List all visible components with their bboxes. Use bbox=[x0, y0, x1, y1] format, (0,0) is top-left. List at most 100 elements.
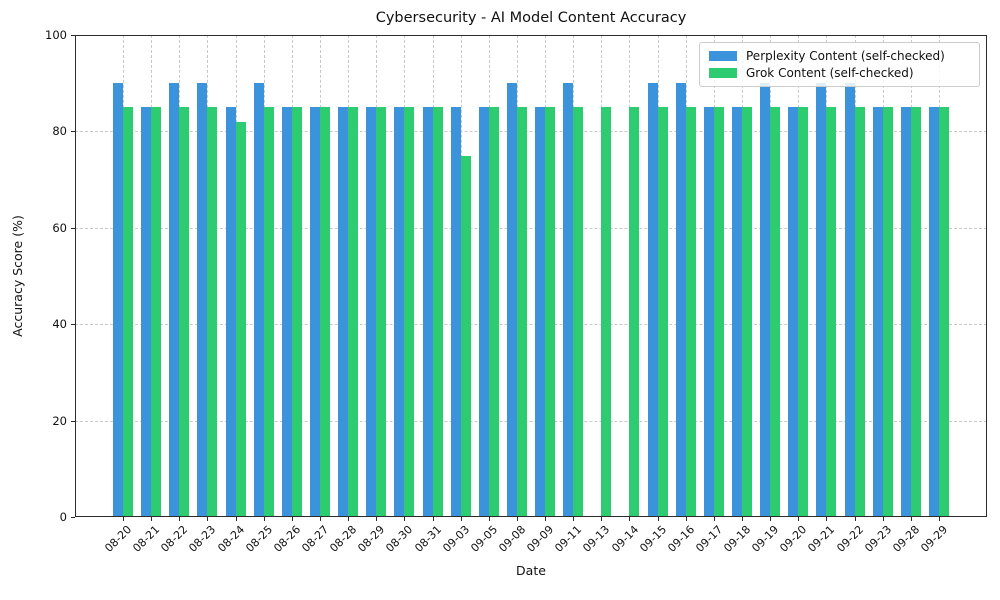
x-tick-label: 08-31 bbox=[411, 523, 444, 555]
bar-perplexity-08-28 bbox=[338, 107, 349, 517]
x-tick-mark bbox=[854, 517, 856, 521]
bar-grok-09-22 bbox=[854, 107, 865, 517]
x-tick-mark bbox=[601, 517, 603, 521]
bar-perplexity-09-21 bbox=[816, 83, 827, 517]
x-tick-mark bbox=[882, 517, 884, 521]
y-tick-label: 100 bbox=[45, 28, 67, 42]
bar-perplexity-09-29 bbox=[929, 107, 939, 517]
bar-perplexity-09-18 bbox=[732, 107, 743, 517]
bar-grok-09-09 bbox=[545, 107, 556, 517]
bar-perplexity-09-05 bbox=[478, 107, 489, 517]
bar-grok-08-21 bbox=[151, 107, 162, 517]
bar-grok-09-21 bbox=[826, 107, 837, 517]
x-tick-mark bbox=[235, 517, 237, 521]
x-tick-label: 09-08 bbox=[496, 523, 529, 555]
x-tick-label: 09-19 bbox=[749, 523, 782, 555]
legend-swatch-icon bbox=[709, 51, 737, 62]
bar-perplexity-09-23 bbox=[872, 107, 883, 517]
chart-title: Cybersecurity - AI Model Content Accurac… bbox=[375, 10, 687, 26]
bar-grok-09-23 bbox=[882, 107, 893, 517]
x-tick-label: 09-05 bbox=[468, 523, 500, 555]
x-tick-mark bbox=[123, 517, 124, 521]
bar-perplexity-08-29 bbox=[366, 107, 377, 517]
x-tick-label: 08-26 bbox=[271, 523, 304, 555]
y-tick-label: 20 bbox=[52, 413, 67, 428]
y-tick-mark bbox=[71, 35, 75, 36]
bar-perplexity-09-20 bbox=[788, 107, 799, 517]
x-tick-label: 08-23 bbox=[186, 523, 219, 555]
bar-grok-08-30 bbox=[404, 107, 415, 517]
bar-grok-09-05 bbox=[488, 107, 499, 517]
x-tick-mark bbox=[939, 517, 940, 521]
x-tick-label: 09-11 bbox=[552, 523, 585, 555]
bar-perplexity-09-22 bbox=[844, 83, 855, 517]
bar-grok-08-29 bbox=[376, 107, 387, 517]
y-tick-label: 0 bbox=[59, 510, 67, 524]
y-gridline bbox=[75, 227, 987, 229]
x-tick-label: 08-21 bbox=[130, 523, 163, 555]
y-gridline bbox=[75, 420, 987, 422]
x-tick-mark bbox=[432, 517, 434, 521]
bar-grok-09-18 bbox=[742, 107, 753, 517]
x-tick-mark bbox=[319, 517, 321, 521]
x-tick-label: 09-20 bbox=[777, 523, 810, 555]
x-tick-label: 09-22 bbox=[833, 523, 866, 555]
bar-perplexity-08-24 bbox=[225, 107, 236, 517]
bar-perplexity-09-08 bbox=[506, 83, 517, 517]
x-tick-label: 08-30 bbox=[383, 523, 416, 555]
legend-label: Perplexity Content (self-checked) bbox=[746, 49, 945, 64]
bar-perplexity-09-28 bbox=[900, 107, 911, 517]
x-axis-label: Date bbox=[516, 563, 546, 578]
x-tick-mark bbox=[657, 517, 659, 521]
bar-perplexity-09-19 bbox=[760, 83, 771, 517]
bar-perplexity-09-11 bbox=[563, 83, 574, 517]
x-tick-label: 08-20 bbox=[102, 523, 135, 555]
x-tick-mark bbox=[207, 517, 209, 521]
legend-entry: Grok Content (self-checked) bbox=[709, 66, 970, 80]
x-tick-label: 08-29 bbox=[355, 523, 388, 555]
x-tick-mark bbox=[460, 517, 462, 521]
bar-grok-09-03 bbox=[460, 155, 471, 517]
bar-grok-08-24 bbox=[235, 121, 246, 517]
x-tick-label: 08-28 bbox=[327, 523, 360, 555]
bar-perplexity-08-25 bbox=[253, 83, 264, 517]
x-tick-label: 09-21 bbox=[805, 523, 838, 555]
bar-grok-08-25 bbox=[263, 107, 274, 517]
bar-grok-08-22 bbox=[179, 107, 190, 517]
bar-perplexity-08-26 bbox=[281, 107, 292, 517]
bar-perplexity-08-23 bbox=[197, 83, 208, 517]
bar-grok-09-13 bbox=[601, 107, 612, 517]
bar-grok-09-16 bbox=[685, 107, 696, 517]
bar-perplexity-09-09 bbox=[535, 107, 546, 517]
bar-perplexity-09-15 bbox=[647, 83, 658, 517]
x-tick-mark bbox=[910, 517, 912, 521]
x-tick-mark bbox=[770, 517, 772, 521]
legend-swatch-icon bbox=[709, 67, 737, 78]
y-tick-label: 40 bbox=[52, 317, 67, 332]
y-tick-mark bbox=[71, 324, 75, 326]
x-tick-mark bbox=[376, 517, 378, 521]
x-tick-mark bbox=[404, 517, 406, 521]
bar-grok-09-15 bbox=[657, 107, 668, 517]
y-tick-label: 80 bbox=[52, 124, 67, 139]
bar-perplexity-08-31 bbox=[422, 107, 433, 517]
bar-perplexity-09-17 bbox=[703, 107, 714, 517]
bar-grok-09-11 bbox=[573, 107, 584, 517]
bar-grok-08-20 bbox=[123, 107, 133, 517]
bar-grok-08-23 bbox=[207, 107, 218, 517]
x-tick-mark bbox=[263, 517, 265, 521]
x-tick-label: 09-09 bbox=[524, 523, 557, 555]
bar-perplexity-08-27 bbox=[309, 107, 320, 517]
bar-grok-08-26 bbox=[291, 107, 302, 517]
x-tick-label: 08-27 bbox=[299, 523, 332, 555]
x-tick-mark bbox=[545, 517, 547, 521]
y-gridline bbox=[75, 324, 987, 326]
x-tick-label: 09-29 bbox=[918, 523, 951, 555]
bar-perplexity-08-22 bbox=[169, 83, 180, 517]
bar-perplexity-09-03 bbox=[450, 107, 461, 517]
x-tick-mark bbox=[573, 517, 575, 521]
y-axis-label: Accuracy Score (%) bbox=[10, 215, 25, 337]
x-tick-mark bbox=[348, 517, 350, 521]
